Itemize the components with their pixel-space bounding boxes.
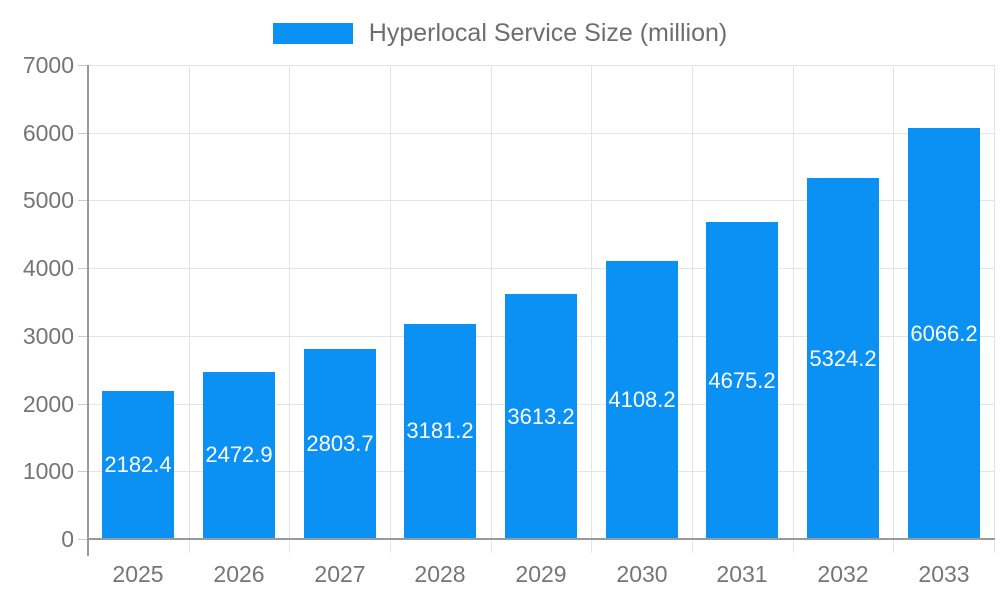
bar[interactable] [807,178,879,539]
y-axis-tick-label: 3000 [22,323,74,349]
x-axis-tick-label: 2027 [314,561,366,587]
y-axis-tick [78,268,88,269]
v-gridline [390,65,391,553]
bar[interactable] [505,294,577,539]
y-axis-tick [78,539,88,540]
h-gridline [88,65,994,66]
legend-swatch [272,23,353,44]
x-axis-tick-label: 2026 [213,561,265,587]
y-axis-tick [78,65,88,66]
bar-value-label: 3181.2 [406,418,474,443]
y-axis-tick [78,336,88,337]
y-axis-tick [78,471,88,472]
x-axis-tick-label: 2030 [616,561,668,587]
bar[interactable] [908,128,980,539]
bar-value-label: 2472.9 [205,442,273,467]
x-axis-tick-label: 2031 [716,561,768,587]
h-gridline [88,268,994,269]
bar-value-label: 3613.2 [507,404,575,429]
bar[interactable] [706,222,778,539]
v-gridline [692,65,693,553]
bar-value-label: 4675.2 [708,368,776,393]
x-axis-tick-label: 2028 [414,561,466,587]
y-axis-tick-label: 4000 [22,255,74,281]
v-gridline [591,65,592,553]
bar-value-label: 2182.4 [104,452,172,477]
bar-value-label: 4108.2 [608,387,676,412]
h-gridline [88,200,994,201]
bar[interactable] [304,349,376,539]
y-axis-tick-label: 6000 [22,120,74,146]
v-gridline [893,65,894,553]
y-axis-tick-label: 5000 [22,187,74,213]
y-axis-tick-label: 7000 [22,52,74,78]
x-axis-tick-label: 2032 [817,561,869,587]
v-gridline [491,65,492,553]
y-axis-tick [78,133,88,134]
bar[interactable] [404,324,476,539]
v-gridline [994,65,995,553]
chart-legend[interactable]: Hyperlocal Service Size (million) [0,21,1000,46]
y-axis-tick [78,404,88,405]
v-gridline [289,65,290,553]
y-axis-tick-label: 2000 [22,391,74,417]
x-axis-tick-label: 2033 [918,561,970,587]
y-axis-line [87,65,89,556]
h-gridline [88,133,994,134]
x-axis-tick-label: 2029 [515,561,567,587]
x-axis-tick-label: 2025 [112,561,164,587]
y-axis-tick-label: 0 [61,526,74,552]
bar[interactable] [203,372,275,539]
bar[interactable] [102,391,174,539]
bar-value-label: 6066.2 [910,321,978,346]
bar-value-label: 5324.2 [809,346,877,371]
v-gridline [189,65,190,553]
v-gridline [793,65,794,553]
bar[interactable] [606,261,678,539]
y-axis-tick-label: 1000 [22,458,74,484]
y-axis-tick [78,200,88,201]
x-axis-line [87,538,995,540]
legend-label: Hyperlocal Service Size (million) [368,19,728,47]
bar-value-label: 2803.7 [306,431,374,456]
